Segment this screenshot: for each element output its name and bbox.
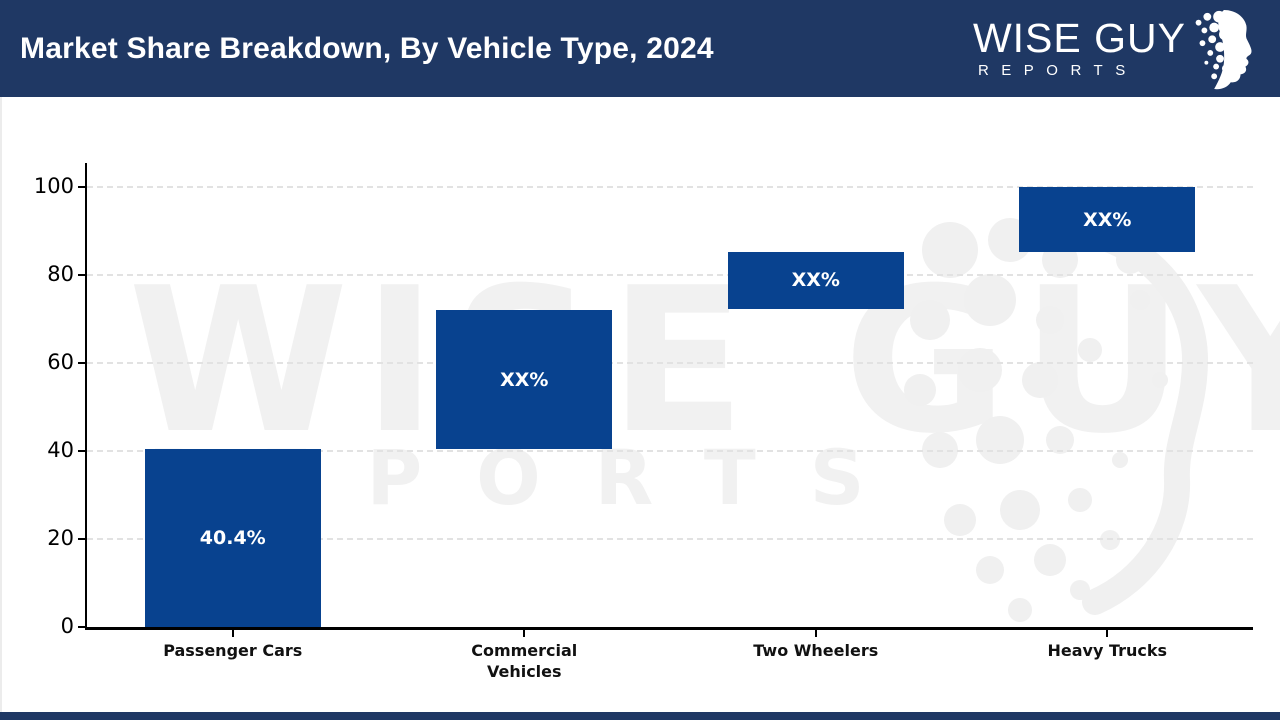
logo-subtitle: REPORTS <box>977 62 1138 79</box>
page-edge-line <box>0 97 2 712</box>
logo-text: WISE GUY REPORTS <box>972 15 1186 80</box>
dotted-face-icon <box>1195 9 1252 89</box>
footer-bar <box>0 712 1280 720</box>
page-title: Market Share Breakdown, By Vehicle Type,… <box>20 31 714 65</box>
wise-guy-logo: WISE GUY REPORTS <box>973 8 1258 90</box>
watermark-face-dots <box>904 217 1209 622</box>
header-bar: Market Share Breakdown, By Vehicle Type,… <box>0 0 1280 97</box>
logo-name: WISE GUY <box>972 15 1186 61</box>
